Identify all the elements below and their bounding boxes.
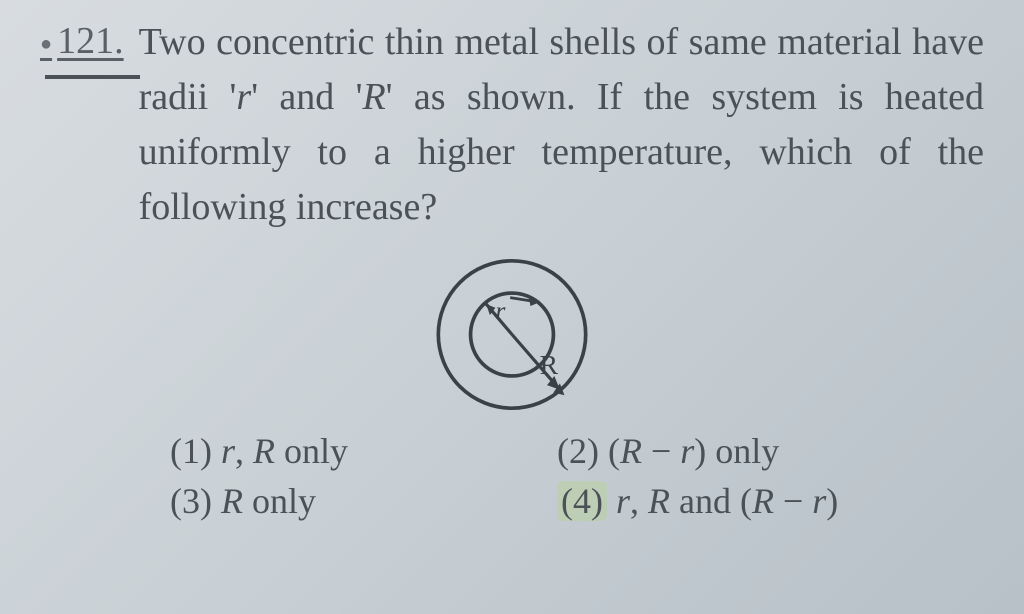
label-r: r <box>495 296 506 325</box>
option-1: (1) r, R only <box>170 430 517 472</box>
highlight-marker: (4) <box>557 481 607 521</box>
concentric-shells-diagram: r R <box>417 247 607 422</box>
option-2: (2) (R − r) only <box>557 430 904 472</box>
q-line-1: Two concentric thin metal shells of same <box>139 21 767 63</box>
question-number: 121. <box>40 15 124 63</box>
question-text: Two concentric thin metal shells of same… <box>139 15 984 235</box>
options-grid: (1) r, R only (2) (R − r) only (3) R onl… <box>40 430 984 522</box>
option-3: (3) R only <box>170 480 517 522</box>
label-R: R <box>540 349 559 380</box>
question-block: 121. Two concentric thin metal shells of… <box>40 15 984 235</box>
figure-container: r R <box>40 247 984 422</box>
option-4: (4) r, R and (R − r) <box>557 480 904 522</box>
q-line-5: increase? <box>296 186 437 228</box>
underline-decoration <box>45 75 140 79</box>
